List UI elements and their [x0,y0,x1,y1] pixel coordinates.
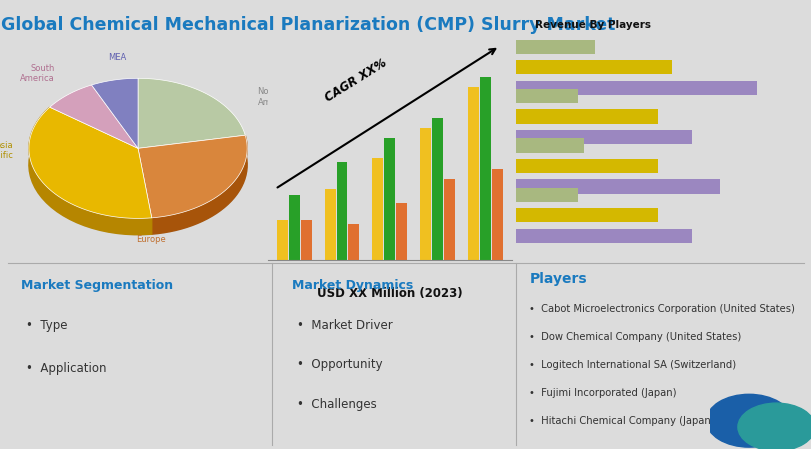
Bar [336,163,347,260]
Text: MEA: MEA [108,53,127,62]
Bar [515,89,577,103]
Bar [444,179,454,260]
Text: •  Logitech International SA (Switzerland): • Logitech International SA (Switzerland… [529,360,736,370]
Text: CAGR XX%: CAGR XX% [323,56,388,104]
Bar [515,130,691,144]
Circle shape [706,394,791,447]
Polygon shape [138,78,245,148]
Text: Revenue By Players: Revenue By Players [534,20,650,30]
Polygon shape [49,85,138,148]
Bar [372,158,383,260]
Text: •  Market Driver: • Market Driver [296,319,392,332]
Text: Players: Players [529,272,586,286]
Bar [515,60,671,75]
Text: •  Opportunity: • Opportunity [296,358,382,371]
Polygon shape [92,78,138,148]
Text: •  Hitachi Chemical Company (Japan): • Hitachi Chemical Company (Japan) [529,416,714,426]
Circle shape [737,403,811,449]
Bar [396,203,406,260]
Polygon shape [138,135,247,218]
Text: •  Application: • Application [26,362,107,375]
Bar [515,138,583,153]
Polygon shape [29,107,152,235]
Text: Europe: Europe [136,235,165,244]
Bar [515,179,719,194]
Bar [300,220,311,260]
Text: South
America: South America [20,64,55,84]
Text: Asia
Pacific: Asia Pacific [0,141,13,160]
Bar [324,189,335,260]
Polygon shape [29,95,247,235]
Bar [515,40,594,54]
Polygon shape [152,135,247,234]
Bar [348,224,359,260]
Bar [515,208,657,222]
Text: North
America: North America [257,87,292,107]
Text: USD XX Million (2023): USD XX Million (2023) [316,287,462,300]
Bar [515,159,657,173]
Bar [515,229,691,243]
Bar [515,81,756,95]
Bar [515,188,577,202]
Text: •  Dow Chemical Company (United States): • Dow Chemical Company (United States) [529,332,740,342]
Text: Market Dynamics: Market Dynamics [292,279,413,292]
Text: •  Cabot Microelectronics Corporation (United States): • Cabot Microelectronics Corporation (Un… [529,304,794,314]
Bar [277,220,287,260]
Bar [515,110,657,124]
Bar [419,128,431,260]
Polygon shape [29,107,152,218]
Bar [479,77,490,260]
Text: •  Challenges: • Challenges [296,398,376,411]
Bar [289,195,299,260]
Bar [491,168,502,260]
Text: •  Fujimi Incorporated (Japan): • Fujimi Incorporated (Japan) [529,388,676,398]
Bar [467,87,478,260]
Text: Global Chemical Mechanical Planarization (CMP) Slurry Market: Global Chemical Mechanical Planarization… [2,16,615,34]
Bar [384,138,395,260]
Text: •  Type: • Type [26,319,68,332]
Bar [431,118,443,260]
Text: Market Segmentation: Market Segmentation [21,279,173,292]
